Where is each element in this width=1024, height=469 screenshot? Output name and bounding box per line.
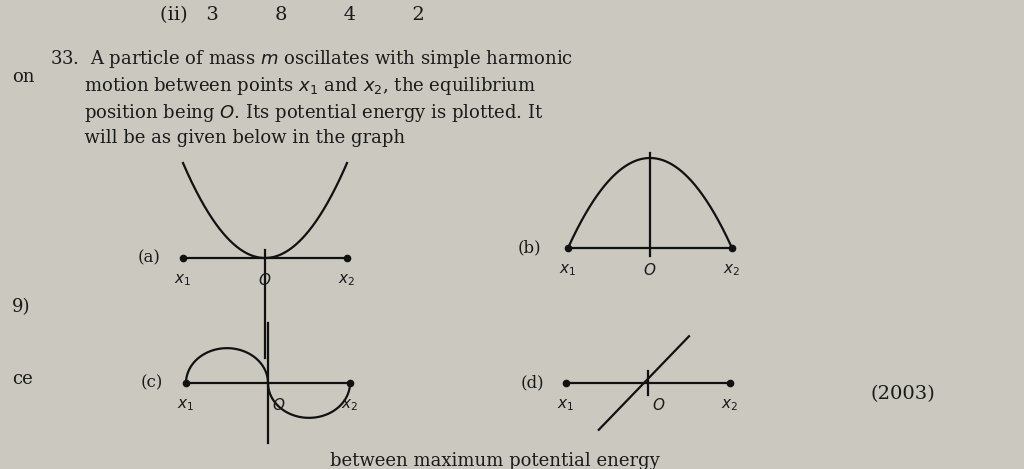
- Text: $x_1$: $x_1$: [559, 262, 577, 278]
- Text: $x_2$: $x_2$: [339, 272, 355, 287]
- Text: $x_1$: $x_1$: [174, 272, 191, 287]
- Text: motion between points $x_1$ and $x_2$, the equilibrium: motion between points $x_1$ and $x_2$, t…: [50, 75, 537, 97]
- Text: position being $O$. Its potential energy is plotted. It: position being $O$. Its potential energy…: [50, 102, 544, 124]
- Text: $O$: $O$: [272, 397, 286, 413]
- Text: $O$: $O$: [652, 397, 666, 413]
- Text: (2003): (2003): [870, 385, 935, 403]
- Text: $O$: $O$: [643, 262, 656, 278]
- Text: between maximum potential energy: between maximum potential energy: [330, 452, 659, 469]
- Text: (a): (a): [138, 250, 161, 266]
- Text: (c): (c): [141, 375, 164, 392]
- Text: (b): (b): [518, 240, 542, 257]
- Text: $O$: $O$: [258, 272, 271, 288]
- Text: ce: ce: [12, 370, 33, 388]
- Text: will be as given below in the graph: will be as given below in the graph: [50, 129, 406, 147]
- Text: $x_1$: $x_1$: [557, 397, 574, 413]
- Text: (d): (d): [521, 375, 545, 392]
- Text: $x_2$: $x_2$: [724, 262, 740, 278]
- Text: $x_2$: $x_2$: [722, 397, 738, 413]
- Text: 9): 9): [12, 298, 31, 316]
- Text: $x_2$: $x_2$: [341, 397, 358, 413]
- Text: on: on: [12, 68, 35, 86]
- Text: $x_1$: $x_1$: [177, 397, 195, 413]
- Text: 33.  A particle of mass $m$ oscillates with simple harmonic: 33. A particle of mass $m$ oscillates wi…: [50, 48, 573, 70]
- Text: (ii)   3         8         4         2: (ii) 3 8 4 2: [160, 6, 425, 24]
